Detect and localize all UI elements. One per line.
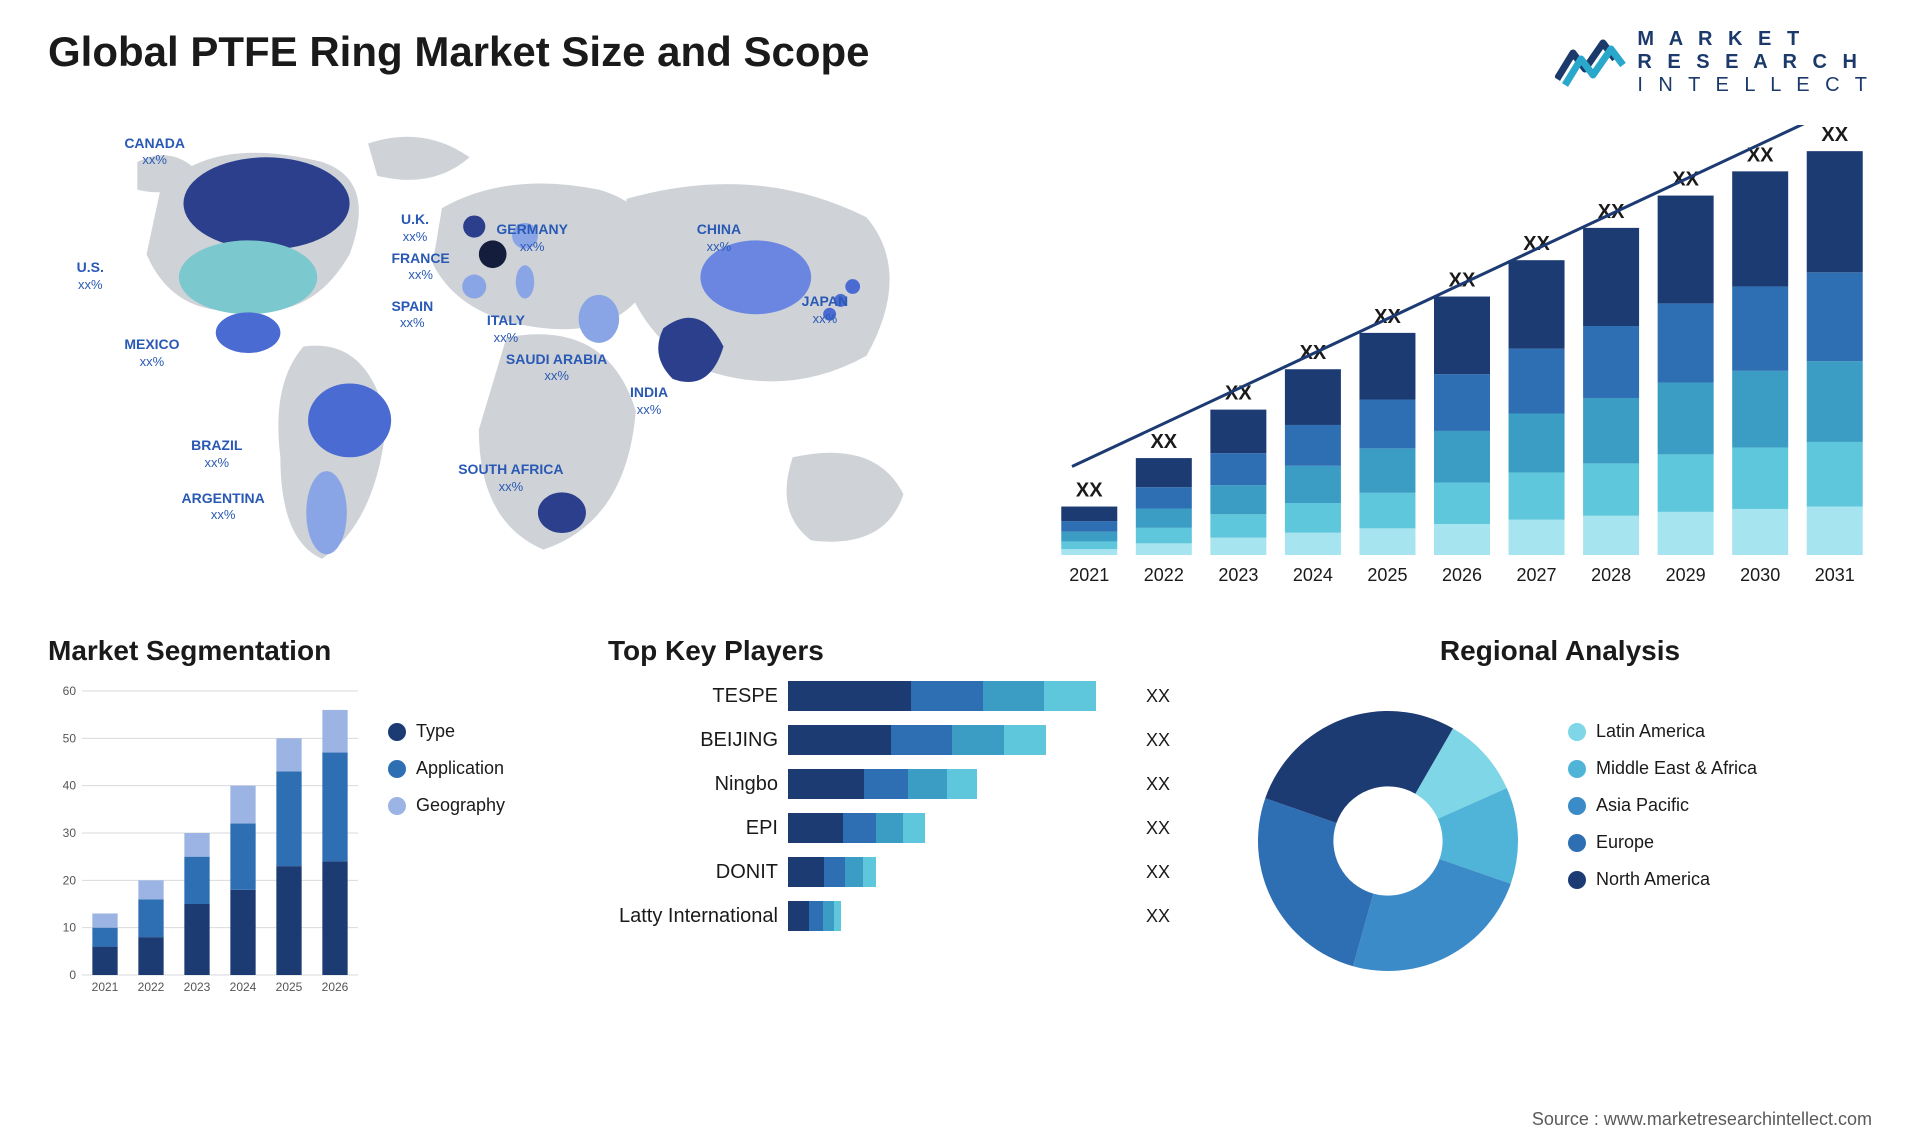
legend-item: Europe — [1568, 832, 1757, 853]
player-bar — [788, 681, 1116, 711]
players-section: Top Key Players TESPE XX BEIJING XX Ningbo… — [608, 635, 1188, 1025]
map-label: GERMANYxx% — [496, 221, 568, 255]
segmentation-chart: 0 10 20 30 40 50 60 2021 2022 2023 2024 2025 2026 — [48, 681, 358, 1006]
legend-label: Middle East & Africa — [1596, 758, 1757, 779]
brand-logo: M A R K E T R E S E A R C H I N T E L L … — [1555, 28, 1872, 97]
player-name: Latty International — [608, 905, 788, 928]
player-value: XX — [1138, 906, 1188, 927]
map-label: SPAINxx% — [391, 298, 433, 332]
svg-text:2022: 2022 — [1144, 565, 1184, 585]
map-label: U.S.xx% — [77, 259, 104, 293]
players-chart: TESPE XX BEIJING XX Ningbo XX EPI XX DONIT X… — [608, 681, 1188, 931]
player-name: EPI — [608, 817, 788, 840]
map-label: ITALYxx% — [487, 312, 525, 346]
svg-text:2023: 2023 — [184, 980, 211, 994]
svg-text:2030: 2030 — [1740, 565, 1780, 585]
legend-label: North America — [1596, 869, 1710, 890]
svg-text:0: 0 — [69, 968, 76, 982]
svg-text:2026: 2026 — [1442, 565, 1482, 585]
svg-text:2024: 2024 — [230, 980, 257, 994]
svg-text:XX: XX — [1150, 431, 1177, 453]
player-bar — [788, 769, 1045, 799]
regional-legend: Latin America Middle East & Africa Asia … — [1568, 681, 1757, 981]
legend-label: Asia Pacific — [1596, 795, 1689, 816]
svg-text:50: 50 — [63, 731, 77, 745]
map-label: BRAZILxx% — [191, 437, 242, 471]
svg-text:2025: 2025 — [1367, 565, 1407, 585]
svg-text:2021: 2021 — [92, 980, 119, 994]
svg-text:2023: 2023 — [1218, 565, 1258, 585]
svg-text:XX: XX — [1821, 125, 1848, 146]
svg-text:2027: 2027 — [1517, 565, 1557, 585]
player-value: XX — [1138, 774, 1188, 795]
map-label: SOUTH AFRICAxx% — [458, 461, 563, 495]
svg-text:2031: 2031 — [1815, 565, 1855, 585]
svg-text:2024: 2024 — [1293, 565, 1333, 585]
legend-item: North America — [1568, 869, 1757, 890]
svg-text:2021: 2021 — [1069, 565, 1109, 585]
svg-text:2026: 2026 — [322, 980, 349, 994]
svg-text:40: 40 — [63, 779, 77, 793]
svg-text:30: 30 — [63, 826, 77, 840]
map-label: SAUDI ARABIAxx% — [506, 351, 607, 385]
forecast-svg: XX2021XX2022XX2023XX2024XX2025XX2026XX20… — [1042, 125, 1872, 595]
map-label: FRANCExx% — [391, 250, 449, 284]
svg-text:2029: 2029 — [1666, 565, 1706, 585]
player-bar — [788, 901, 925, 931]
segmentation-section: Market Segmentation 0 10 20 30 40 50 60 2021 202… — [48, 635, 548, 1025]
legend-item: Geography — [388, 795, 548, 816]
map-label: INDIAxx% — [630, 384, 668, 418]
logo-icon — [1555, 33, 1627, 93]
regional-donut — [1248, 701, 1528, 981]
map-label: JAPANxx% — [802, 293, 848, 327]
legend-item: Asia Pacific — [1568, 795, 1757, 816]
regional-title: Regional Analysis — [1248, 635, 1872, 667]
map-label: ARGENTINAxx% — [182, 490, 265, 524]
svg-text:60: 60 — [63, 684, 77, 698]
source-footer: Source : www.marketresearchintellect.com — [1532, 1109, 1872, 1130]
map-label: U.K.xx% — [401, 211, 429, 245]
player-name: DONIT — [608, 861, 788, 884]
world-map: CANADAxx% U.S.xx% MEXICOxx% BRAZILxx% ARGENT… — [48, 125, 1002, 605]
legend-label: Geography — [416, 795, 505, 816]
svg-text:2028: 2028 — [1591, 565, 1631, 585]
player-value: XX — [1138, 862, 1188, 883]
player-name: Ningbo — [608, 773, 788, 796]
segmentation-legend: Type Application Geography — [388, 681, 548, 1006]
legend-label: Type — [416, 721, 455, 742]
player-name: TESPE — [608, 685, 788, 708]
legend-label: Europe — [1596, 832, 1654, 853]
player-name: BEIJING — [608, 729, 788, 752]
svg-text:20: 20 — [63, 873, 77, 887]
page-title: Global PTFE Ring Market Size and Scope — [48, 28, 869, 76]
svg-text:XX: XX — [1076, 480, 1103, 502]
players-title: Top Key Players — [608, 635, 1188, 667]
forecast-chart: XX2021XX2022XX2023XX2024XX2025XX2026XX20… — [1042, 125, 1872, 605]
segmentation-title: Market Segmentation — [48, 635, 548, 667]
map-label: CANADAxx% — [124, 135, 185, 169]
legend-label: Application — [416, 758, 504, 779]
regional-section: Regional Analysis Latin America Middle E… — [1248, 635, 1872, 1025]
legend-item: Type — [388, 721, 548, 742]
legend-label: Latin America — [1596, 721, 1705, 742]
svg-text:2025: 2025 — [276, 980, 303, 994]
svg-text:2022: 2022 — [138, 980, 165, 994]
legend-item: Middle East & Africa — [1568, 758, 1757, 779]
player-bar — [788, 725, 1089, 755]
legend-item: Latin America — [1568, 721, 1757, 742]
svg-text:10: 10 — [63, 921, 77, 935]
player-value: XX — [1138, 818, 1188, 839]
map-label: CHINAxx% — [697, 221, 741, 255]
player-value: XX — [1138, 730, 1188, 751]
map-label: MEXICOxx% — [124, 336, 179, 370]
logo-text: M A R K E T R E S E A R C H I N T E L L … — [1637, 28, 1872, 97]
player-bar — [788, 813, 1007, 843]
player-value: XX — [1138, 686, 1188, 707]
player-bar — [788, 857, 963, 887]
legend-item: Application — [388, 758, 548, 779]
